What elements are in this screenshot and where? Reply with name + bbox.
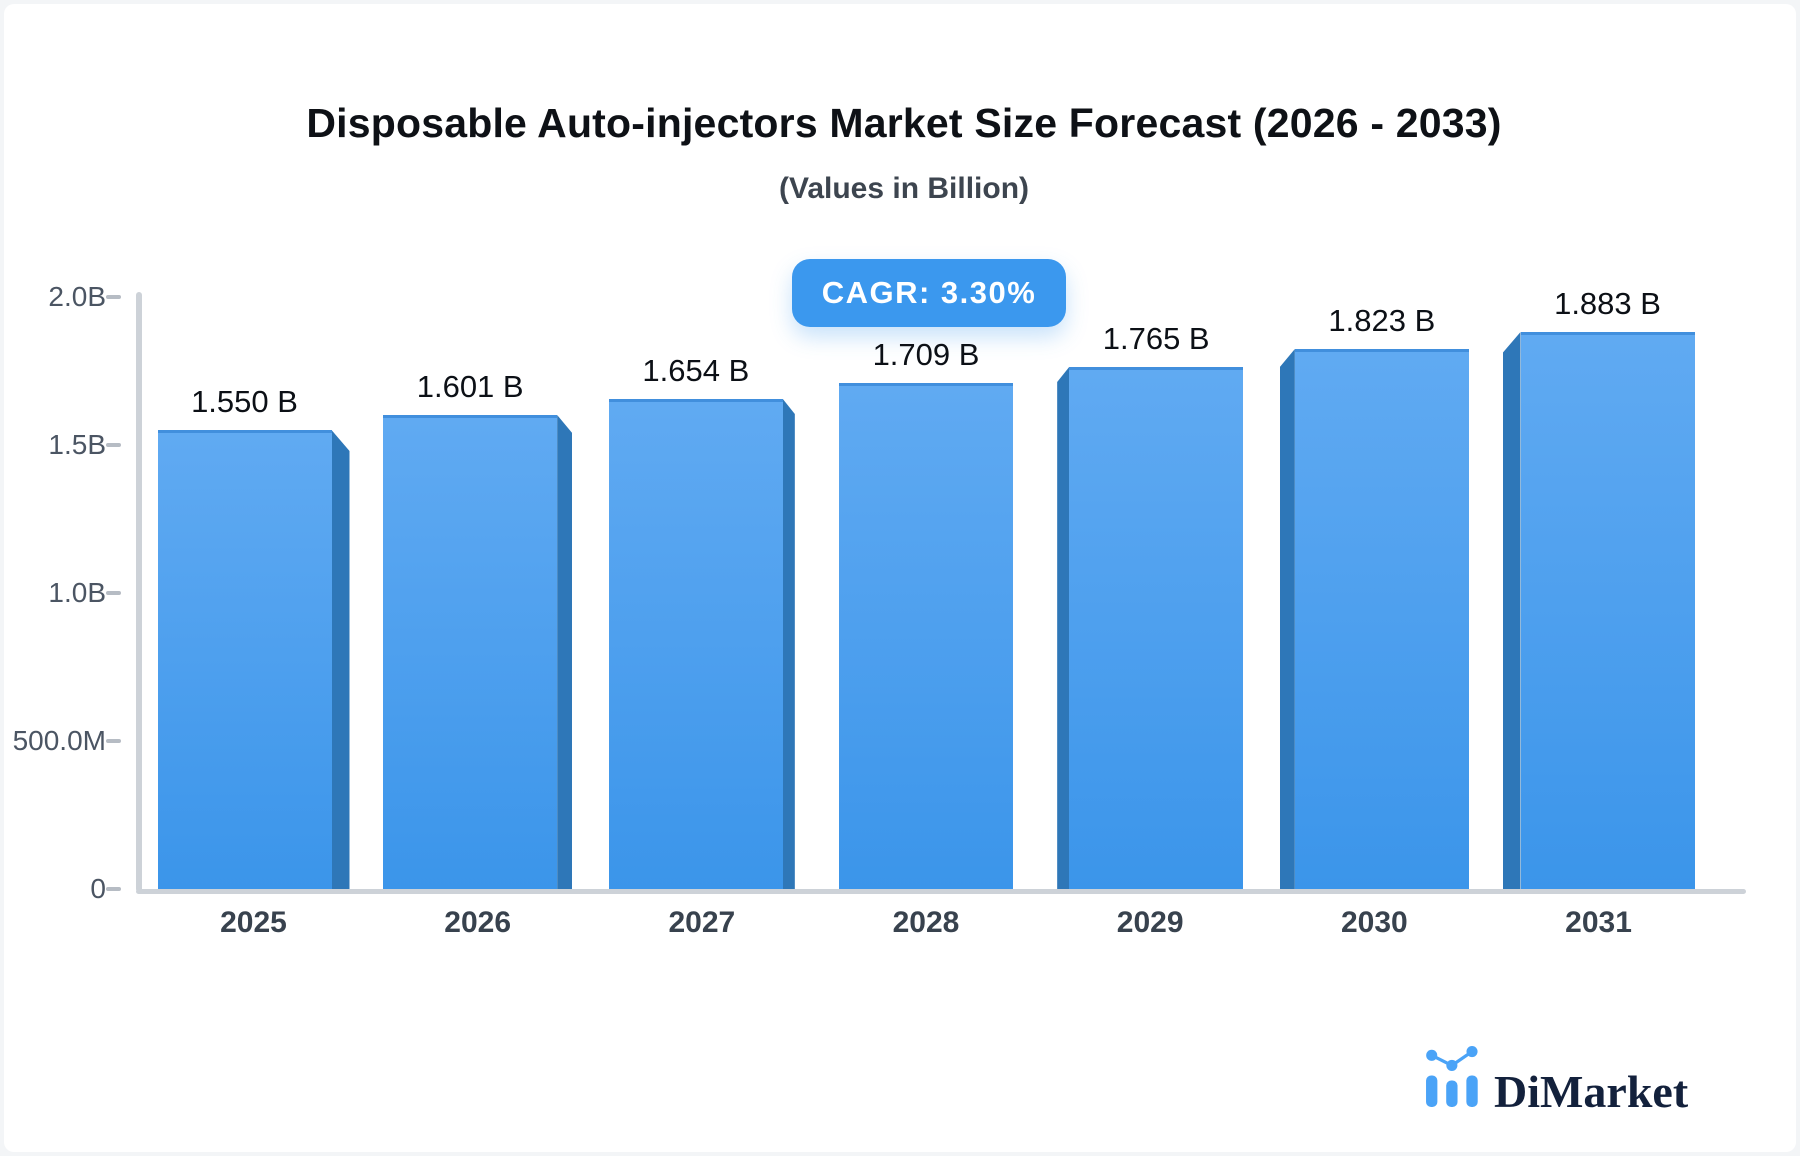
- bar-2025: [157, 430, 350, 889]
- chart-card: Disposable Auto-injectors Market Size Fo…: [4, 4, 1796, 1152]
- y-axis-tick-mark: [106, 739, 121, 743]
- x-axis-tick-label: 2025: [220, 906, 287, 939]
- y-axis-tick-mark: [106, 591, 121, 595]
- bar-value-label: 1.765 B: [1102, 321, 1210, 356]
- x-axis-tick-label: 2026: [444, 906, 512, 939]
- bar-3d-side: [782, 399, 795, 889]
- bar-value-label: 1.823 B: [1328, 303, 1436, 338]
- bar-face: [839, 383, 1013, 889]
- bar-2026: [383, 415, 573, 889]
- bar-face: [157, 430, 332, 889]
- bar-2031: [1502, 332, 1695, 889]
- bar-face: [383, 415, 558, 889]
- bar-face: [608, 399, 783, 889]
- bar-face: [1520, 332, 1695, 889]
- bar-3d-side: [1057, 367, 1070, 889]
- y-axis-tick-label: 500.0M: [12, 725, 106, 756]
- bar-2030: [1279, 349, 1469, 889]
- bar-value-label: 1.601 B: [416, 369, 524, 404]
- bar-value-label: 1.654 B: [642, 353, 750, 388]
- x-axis-tick-label: 2029: [1116, 906, 1184, 939]
- y-axis-tick-mark: [106, 887, 121, 891]
- cagr-badge: CAGR: 3.30%: [792, 259, 1066, 327]
- y-axis-tick-label: 1.5B: [48, 429, 106, 460]
- chart-subtitle: (Values in Billion): [778, 172, 1030, 205]
- bar-2028: [839, 383, 1013, 889]
- brand-wordmark: DiMarket: [1494, 1066, 1689, 1117]
- y-axis-tick-mark: [106, 443, 121, 447]
- bar-3d-side: [557, 415, 573, 889]
- x-axis-line: [136, 889, 1746, 894]
- y-axis-tick-label: 0: [90, 873, 106, 904]
- bar-face: [1069, 367, 1244, 889]
- chart-title: Disposable Auto-injectors Market Size Fo…: [306, 100, 1502, 146]
- y-axis-tick-label: 2.0B: [48, 281, 106, 312]
- y-axis-tick-mark: [106, 295, 121, 299]
- bar-3d-side: [331, 430, 350, 889]
- bar-value-label: 1.883 B: [1554, 286, 1661, 321]
- x-axis-tick-label: 2027: [668, 906, 736, 939]
- x-axis-tick-label: 2030: [1340, 906, 1408, 939]
- x-axis-tick-label: 2028: [892, 906, 960, 939]
- bar-value-label: 1.709 B: [872, 337, 980, 372]
- bar-line-chart-logo-icon: [1424, 1044, 1481, 1112]
- cagr-badge-label: CAGR: 3.30%: [821, 275, 1037, 310]
- bar-2029: [1057, 367, 1244, 889]
- y-axis-tick-label: 1.0B: [48, 577, 106, 608]
- y-axis-line: [136, 292, 142, 892]
- x-axis-tick-label: 2031: [1565, 906, 1632, 939]
- brand-logo: DiMarket: [1424, 1044, 1689, 1117]
- bar-face: [1294, 349, 1469, 889]
- bar-value-label: 1.550 B: [191, 384, 298, 419]
- bar-3d-side: [1279, 349, 1295, 889]
- bar-2027: [608, 399, 795, 889]
- bar-3d-side: [1502, 332, 1521, 889]
